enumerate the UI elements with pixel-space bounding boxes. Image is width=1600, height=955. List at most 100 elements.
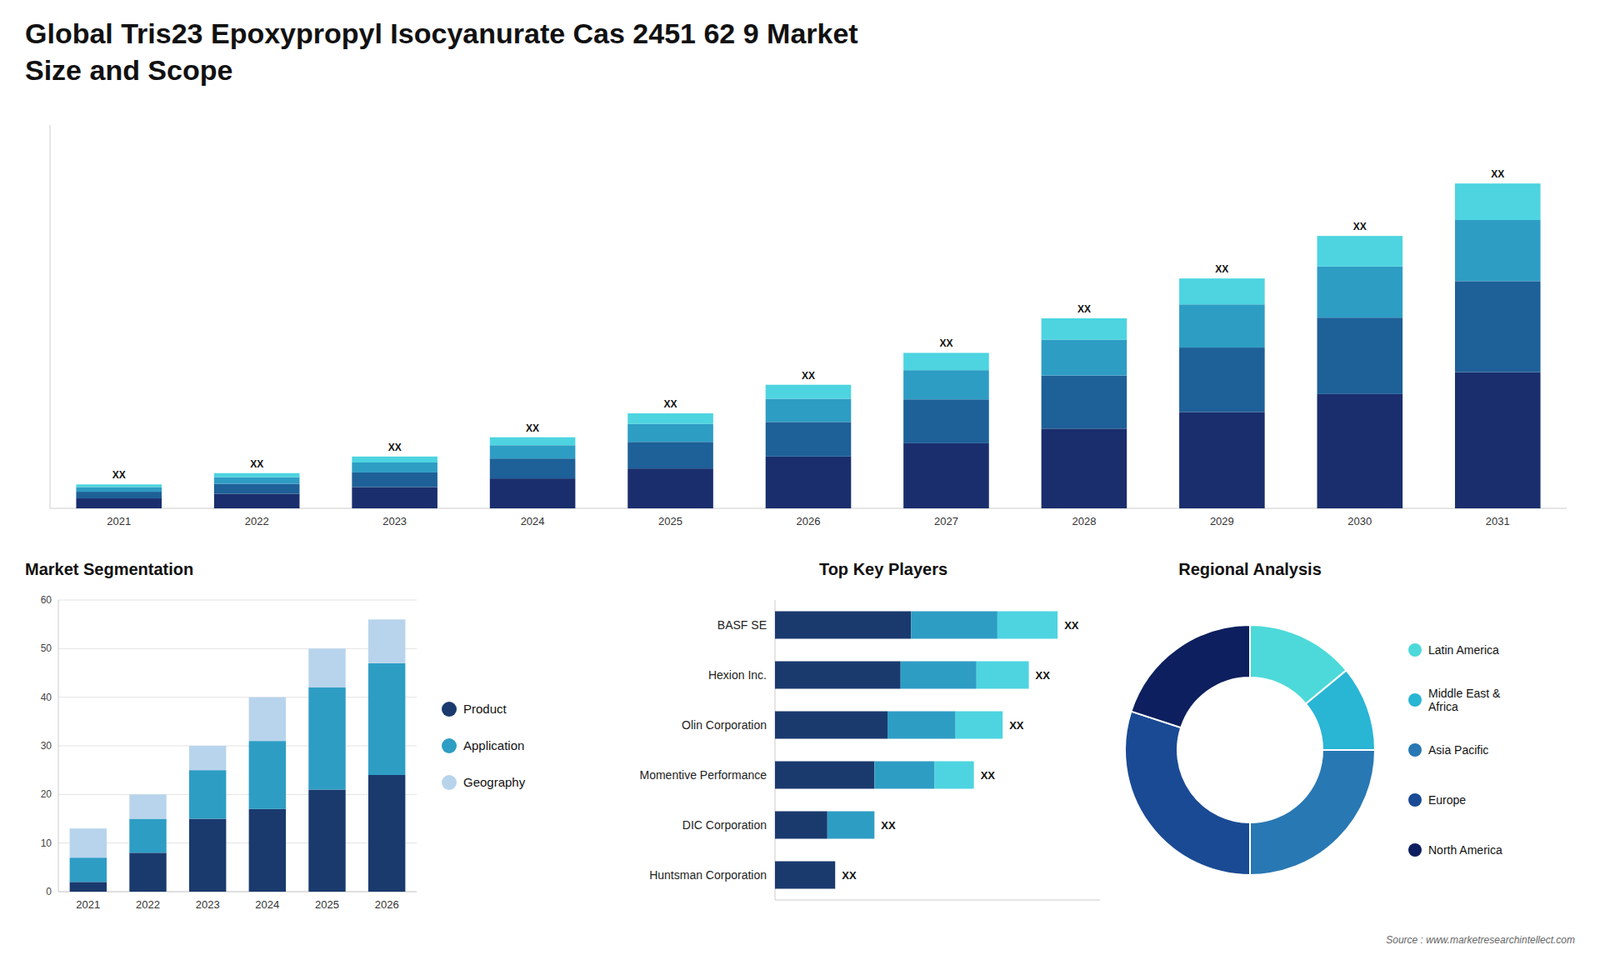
tick-label: 60	[40, 594, 53, 606]
bar	[368, 663, 405, 775]
bar	[1317, 317, 1404, 395]
legend: Latin AmericaMiddle East &AfricaAsia Pac…	[1408, 643, 1503, 857]
bar	[1455, 220, 1541, 281]
bar	[627, 441, 714, 469]
legend-swatch	[441, 738, 457, 754]
tick-label: 30	[40, 740, 53, 752]
bar	[189, 819, 226, 893]
bar	[835, 861, 836, 890]
tick-label: 0	[45, 885, 52, 898]
annotation: XX	[388, 441, 402, 454]
annotation: XX	[1064, 619, 1080, 632]
legend-label: Application	[463, 738, 525, 753]
bar	[1041, 318, 1128, 340]
bar	[775, 611, 911, 640]
bar	[874, 761, 935, 790]
bar	[214, 477, 300, 485]
bar	[214, 473, 300, 478]
legend-label: Geography	[463, 775, 526, 790]
annotation: XX	[801, 370, 815, 382]
bar	[827, 811, 875, 840]
bar	[249, 740, 286, 810]
bar	[1455, 280, 1541, 372]
bar	[214, 484, 300, 495]
donut-slice	[1250, 750, 1375, 875]
bar	[351, 472, 438, 488]
bar	[903, 399, 990, 444]
category-label: 2022	[135, 898, 160, 911]
bar	[887, 711, 956, 740]
annotation: XX	[939, 337, 953, 350]
legend-swatch	[441, 775, 457, 790]
annotation: XX	[250, 458, 264, 470]
legend-label: Product	[463, 701, 508, 716]
legend-swatch	[1408, 843, 1422, 857]
category-label: 2027	[934, 515, 959, 528]
bar	[775, 811, 828, 840]
category-label: 2031	[1485, 515, 1510, 528]
bar	[1179, 278, 1265, 305]
annotation: XX	[112, 469, 126, 481]
bar-chart: BASF SEHexion Inc.Olin CorporationMoment…	[639, 600, 1100, 900]
bar	[903, 352, 990, 370]
legend-label: Middle East &Africa	[1428, 686, 1501, 715]
grid-line	[58, 745, 417, 747]
bar	[75, 484, 162, 487]
bar	[910, 611, 998, 640]
bar	[1179, 347, 1265, 412]
bar	[70, 881, 107, 892]
category-label: 2023	[382, 515, 407, 528]
bar	[976, 661, 1030, 690]
grid-line	[58, 842, 417, 844]
donut-chart	[1125, 625, 1375, 875]
bar	[627, 413, 714, 425]
bar	[1041, 428, 1128, 509]
bar	[129, 794, 166, 819]
bar	[490, 478, 576, 509]
donut-slice	[1305, 670, 1375, 750]
legend-label: Latin America	[1428, 643, 1500, 657]
bar	[874, 811, 875, 840]
bar-chart: 2021202220232024202520262027202820292030…	[50, 125, 1567, 528]
tick-label: 20	[40, 788, 53, 800]
bar	[368, 775, 405, 892]
bar	[351, 486, 438, 509]
category-label: 2022	[245, 515, 270, 528]
bar	[1317, 394, 1404, 509]
category-label: 2028	[1071, 515, 1096, 528]
bar	[490, 458, 576, 479]
bar	[955, 711, 1004, 740]
annotation: XX	[1009, 719, 1025, 732]
bar	[214, 493, 300, 509]
bar	[935, 761, 975, 790]
bar	[903, 370, 990, 400]
annotation: XX	[1077, 303, 1091, 315]
bar	[765, 421, 852, 456]
category-label: 2025	[658, 515, 683, 528]
bar	[490, 445, 576, 459]
category-label: DIC Corporation	[682, 818, 767, 832]
bar	[308, 687, 345, 790]
grid-line	[58, 600, 417, 601]
bar	[1317, 266, 1404, 318]
bar	[75, 491, 162, 499]
bar	[351, 456, 438, 463]
tick-label: 10	[40, 837, 53, 850]
category-label: 2024	[520, 515, 545, 528]
legend-swatch	[1408, 743, 1422, 757]
legend-swatch	[1408, 793, 1422, 807]
bar	[351, 462, 438, 473]
bar	[189, 770, 226, 819]
tick-label: 40	[40, 691, 53, 704]
bar	[490, 437, 576, 446]
grid-line	[58, 696, 417, 698]
donut-slice	[1130, 625, 1250, 728]
legend: Product Application Geography	[441, 701, 526, 790]
annotation: XX	[841, 869, 857, 882]
category-label: Huntsman Corporation	[649, 868, 767, 882]
grid-line	[58, 794, 417, 795]
category-axis	[775, 600, 776, 900]
bar	[1179, 411, 1265, 509]
bars	[70, 619, 406, 892]
annotation: XX	[880, 819, 896, 832]
